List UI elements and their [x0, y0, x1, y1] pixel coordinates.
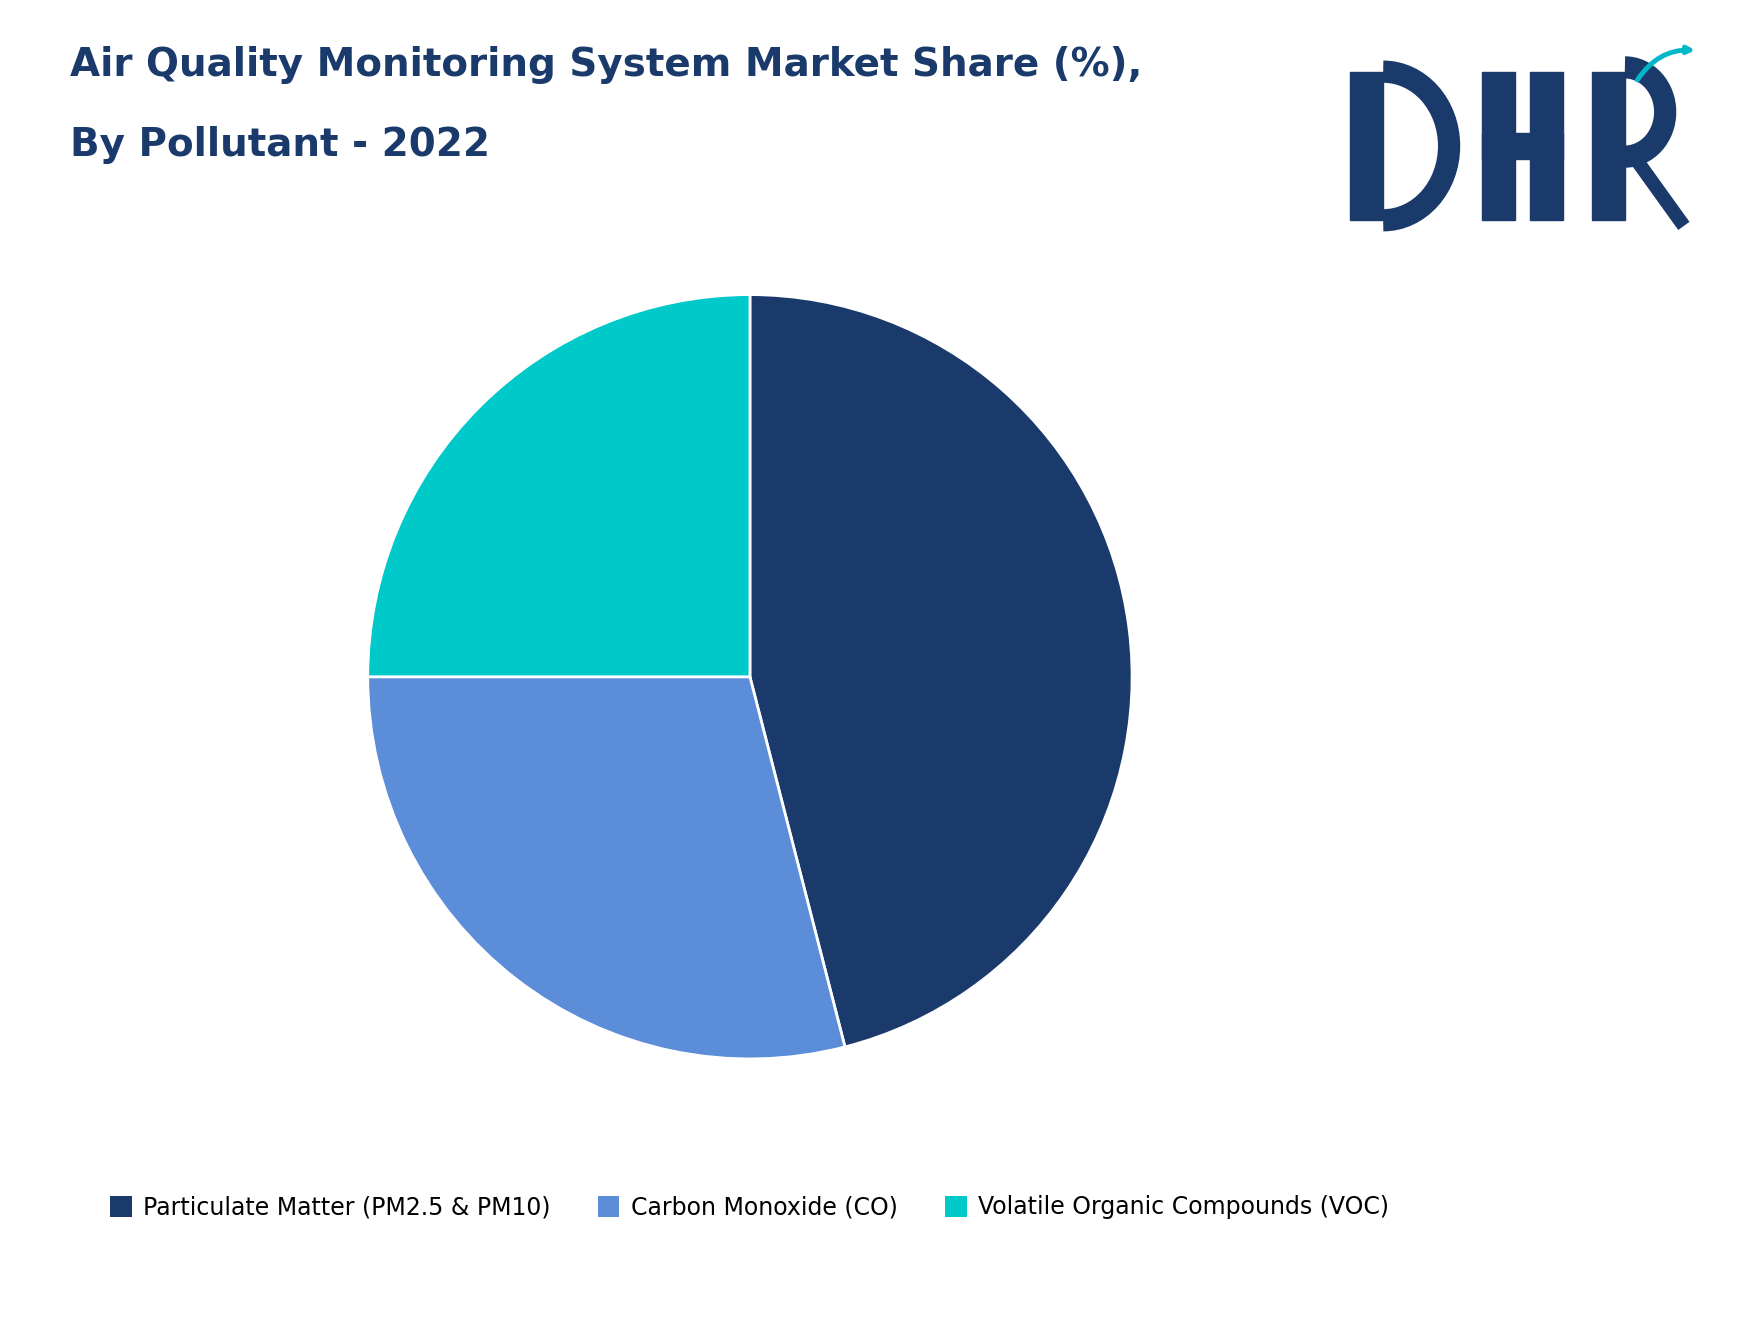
Wedge shape — [750, 295, 1132, 1047]
Legend: Particulate Matter (PM2.5 & PM10), Carbon Monoxide (CO), Volatile Organic Compou: Particulate Matter (PM2.5 & PM10), Carbo… — [101, 1186, 1399, 1229]
Wedge shape — [368, 677, 844, 1059]
Wedge shape — [368, 295, 750, 677]
Text: Air Quality Monitoring System Market Share (%),: Air Quality Monitoring System Market Sha… — [70, 46, 1142, 85]
Text: By Pollutant - 2022: By Pollutant - 2022 — [70, 126, 490, 165]
Bar — [1529, 72, 1563, 220]
Bar — [1592, 72, 1625, 220]
Bar — [1482, 72, 1516, 220]
Bar — [1482, 133, 1563, 159]
Bar — [1350, 72, 1383, 220]
